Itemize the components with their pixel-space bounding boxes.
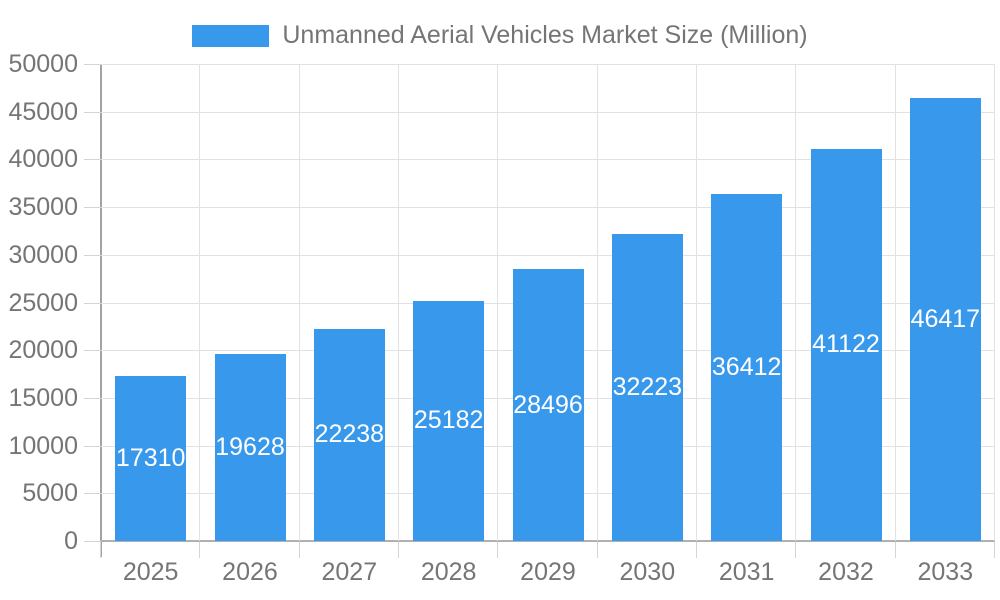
y-axis-tick-label: 35000 [8, 193, 78, 222]
bar-2030[interactable]: 32223 [611, 233, 683, 541]
gridline-vertical [199, 64, 201, 541]
gridline-vertical [398, 64, 399, 541]
gridline-horizontal [101, 207, 995, 209]
x-axis-tick-label: 2025 [122, 558, 179, 586]
x-axis-tick [994, 542, 995, 558]
bar-value-label: 19628 [215, 432, 285, 461]
y-axis-tick [84, 302, 101, 304]
y-axis-tick-label: 30000 [8, 240, 78, 269]
gridline-vertical [894, 64, 896, 541]
bar-value-label: 17310 [115, 443, 186, 472]
x-axis-tick-label: 2027 [321, 558, 378, 586]
x-axis-tick-label: 2031 [718, 558, 775, 586]
y-axis-tick [84, 350, 101, 352]
y-axis-tick [84, 397, 101, 399]
bar-2026[interactable]: 19628 [214, 353, 286, 541]
x-axis-tick-label: 2026 [222, 558, 278, 586]
bar-value-label: 41122 [812, 330, 880, 359]
x-axis-tick-label: 2029 [520, 558, 576, 586]
y-axis-tick [84, 445, 101, 447]
y-axis-tick [84, 159, 101, 161]
bar-value-label: 22238 [314, 420, 385, 449]
y-axis-tick [84, 493, 101, 495]
x-axis-tick [398, 542, 399, 558]
bar-value-label: 36412 [711, 352, 782, 381]
bar-value-label: 32223 [612, 372, 683, 401]
x-axis-line [101, 540, 995, 542]
x-axis-tick-label: 2028 [420, 558, 477, 586]
y-axis-tick [84, 541, 101, 542]
bar-value-label: 46417 [910, 305, 981, 334]
x-axis-tick [696, 542, 697, 558]
x-axis-tick [894, 542, 896, 558]
y-axis-tick [84, 254, 101, 256]
gridline-horizontal [101, 111, 995, 113]
x-axis-tick [795, 542, 797, 558]
y-axis-tick [84, 64, 101, 65]
bar-value-label: 25182 [413, 406, 484, 435]
x-axis-tick-label: 2030 [619, 558, 676, 586]
gridline-vertical [696, 64, 697, 541]
bar-2027[interactable]: 22238 [313, 328, 385, 541]
x-axis-tick [199, 542, 201, 558]
gridline-horizontal [101, 254, 995, 256]
gridline-vertical [994, 64, 995, 541]
y-axis-tick-label: 20000 [8, 336, 78, 365]
y-axis-tick [84, 207, 101, 209]
bar-2029[interactable]: 28496 [512, 269, 584, 541]
legend-item[interactable]: Unmanned Aerial Vehicles Market Size (Mi… [192, 21, 808, 50]
bar-2025[interactable]: 17310 [115, 375, 187, 541]
bar-value-label: 28496 [513, 390, 583, 419]
legend-label: Unmanned Aerial Vehicles Market Size (Mi… [282, 21, 808, 49]
y-axis-line [100, 64, 102, 557]
plot-area: 17310 19628 22238 25182 28496 32223 36412 41122… [101, 64, 995, 541]
x-axis-tick [298, 542, 300, 558]
bar-2033[interactable]: 46417 [909, 98, 981, 541]
gridline-horizontal [101, 159, 995, 161]
y-axis-tick-label: 10000 [8, 431, 78, 460]
x-axis-tick [497, 542, 499, 558]
gridline-vertical [298, 64, 300, 541]
gridline-vertical [497, 64, 499, 541]
bar-2032[interactable]: 41122 [810, 148, 882, 541]
y-axis-tick-label: 40000 [8, 145, 78, 174]
x-axis-tick [596, 542, 598, 558]
x-axis-tick [100, 542, 101, 558]
x-axis-tick-label: 2033 [917, 558, 974, 586]
legend-swatch-icon [192, 24, 270, 47]
gridline-vertical [795, 64, 797, 541]
y-axis-tick-label: 50000 [8, 50, 78, 78]
y-axis-tick-label: 5000 [22, 479, 78, 508]
y-axis-tick-label: 25000 [8, 288, 78, 317]
y-axis-tick-label: 0 [64, 527, 78, 555]
bar-2031[interactable]: 36412 [711, 193, 783, 541]
y-axis-tick-label: 45000 [8, 97, 78, 126]
chart-legend: Unmanned Aerial Vehicles Market Size (Mi… [0, 21, 1000, 50]
y-axis-tick-label: 15000 [8, 383, 78, 412]
x-axis-tick-label: 2032 [818, 558, 874, 586]
gridline-horizontal [101, 64, 995, 65]
y-axis-tick [84, 111, 101, 113]
gridline-vertical [596, 64, 598, 541]
bar-2028[interactable]: 25182 [413, 300, 485, 541]
